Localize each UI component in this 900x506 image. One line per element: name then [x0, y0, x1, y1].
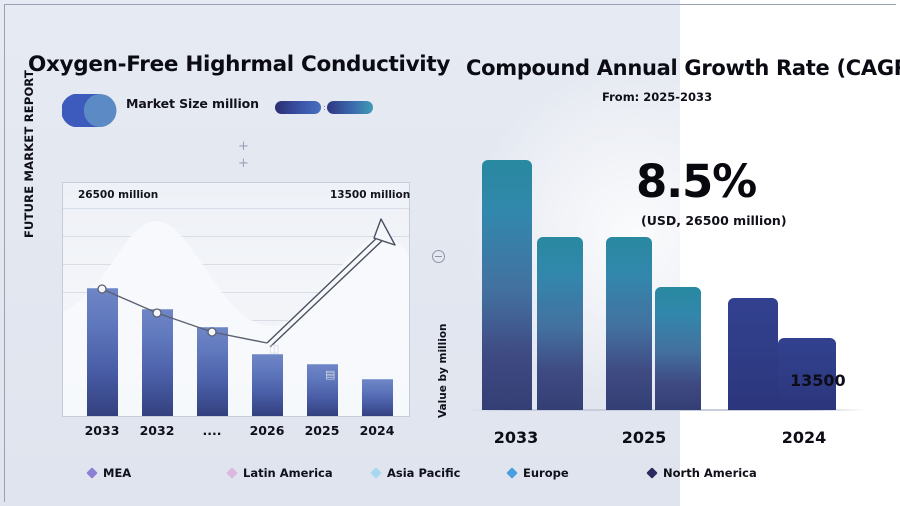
bar-2033-primary: [482, 160, 532, 410]
bar-2025: [307, 364, 338, 416]
left-x-axis-labels: 2033 2032 .... 2026 2025 2024: [62, 423, 410, 443]
legend-diamond-icon-north-america: [646, 467, 658, 479]
bar-2030: [197, 327, 228, 416]
legend-item-north-america[interactable]: North America: [646, 466, 757, 480]
legend-diamond-icon-mea: [86, 467, 98, 479]
legend-label-mea: MEA: [103, 466, 132, 480]
left-bar-chart: ◫ ▤: [62, 182, 410, 417]
bar-2024: [362, 379, 393, 416]
cagr-percentage: 8.5%: [636, 155, 757, 208]
legend-item-asia-pacific[interactable]: Asia Pacific: [370, 466, 461, 480]
plus-decoration: + +: [238, 139, 249, 171]
y-axis-title-left: FUTURE MARKET REPORT: [22, 69, 36, 238]
legend-diamond-icon-europe: [506, 467, 518, 479]
window-icon: ▤: [325, 368, 336, 381]
legend-label-latin-america: Latin America: [243, 466, 333, 480]
bar-2032: [142, 309, 173, 416]
legend-pill-separator: :: [323, 103, 326, 112]
legend-item-europe[interactable]: Europe: [506, 466, 569, 480]
x-label-2025: 2025: [304, 423, 340, 438]
y-axis-title-right: Value by million: [437, 323, 449, 418]
legend-label-europe: Europe: [523, 466, 569, 480]
legend-label-north-america: North America: [663, 466, 757, 480]
x-label-r-2033: 2033: [493, 428, 539, 447]
cagr-unit-label: (USD, 26500 million): [641, 213, 787, 228]
bar-2024-secondary: [778, 338, 836, 410]
x-label-2032: 2032: [139, 423, 175, 438]
legend-label-asia-pacific: Asia Pacific: [387, 466, 461, 480]
legend-diamond-icon-latin-america: [226, 467, 238, 479]
region-legend: MEA Latin America Asia Pacific Europe No…: [0, 462, 900, 488]
right-x-axis-labels: 2033 2025 2024: [466, 428, 866, 450]
legend-item-mea[interactable]: MEA: [86, 466, 132, 480]
page-title: Oxygen-Free Highrmal Conductivity (Of...: [28, 52, 458, 77]
cagr-title: Compound Annual Growth Rate (CAGR): [466, 56, 900, 80]
cagr-subtitle: From: 2025-2033: [602, 90, 713, 104]
annotation-min-value: 13500 million: [330, 189, 411, 201]
market-size-label: Market Size million: [126, 96, 259, 111]
x-label-ellipsis: ....: [202, 423, 222, 438]
legend-item-latin-america[interactable]: Latin America: [226, 466, 333, 480]
bar-2025-primary: [606, 237, 652, 410]
right-chart-baseline: [466, 409, 866, 411]
bar-2033: [87, 288, 118, 416]
legend-pill-primary: [275, 101, 321, 114]
database-icon: ◫: [269, 342, 280, 355]
x-label-2024: 2024: [359, 423, 395, 438]
data-label-13500: 13500: [790, 371, 846, 390]
bar-2033-secondary: [537, 237, 583, 410]
right-bar-chart: [466, 150, 866, 422]
left-bars-group: [63, 183, 409, 416]
legend-diamond-icon-asia-pacific: [370, 467, 382, 479]
x-label-r-2025: 2025: [621, 428, 667, 447]
x-label-2026: 2026: [249, 423, 285, 438]
bar-2026: [252, 354, 283, 416]
bar-2025-secondary: [655, 287, 701, 410]
x-label-r-2024: 2024: [781, 428, 827, 447]
hexagon-venn-logo: [61, 93, 120, 128]
bar-2024-primary: [728, 298, 778, 410]
circle-minus-icon: [432, 250, 445, 263]
annotation-max-value: 26500 million: [78, 189, 159, 201]
x-label-2033: 2033: [84, 423, 120, 438]
legend-pill-secondary: [327, 101, 373, 114]
